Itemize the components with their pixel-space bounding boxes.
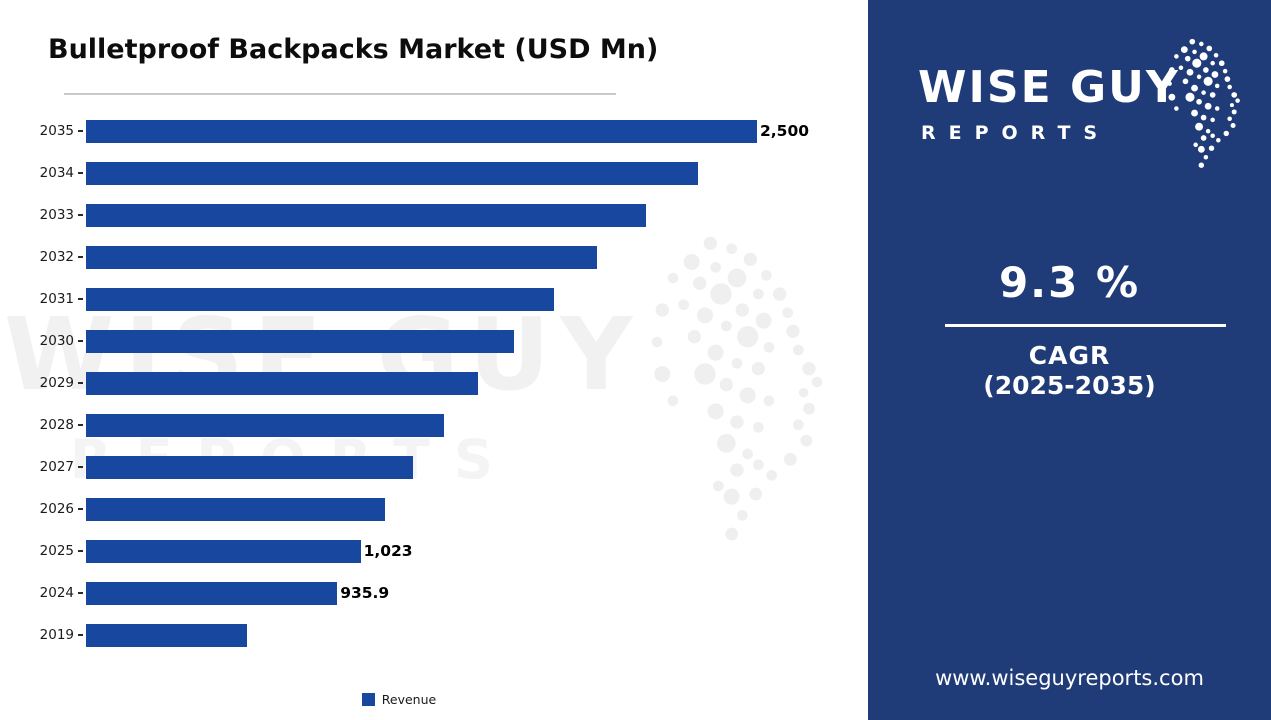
wise-guy-logo-text: WISE GUY xyxy=(918,62,1180,113)
revenue-bar xyxy=(86,161,698,185)
bar-row-2031: 2031 xyxy=(0,278,868,320)
cagr-divider xyxy=(945,324,1226,327)
y-axis-tick-label: 2026 xyxy=(39,501,74,517)
bar-row-2030: 2030 xyxy=(0,320,868,362)
y-axis-tick-mark xyxy=(78,340,83,342)
bar-value-label: 2,500 xyxy=(760,122,810,140)
revenue-bar xyxy=(86,497,386,521)
bar-track xyxy=(86,287,757,311)
bar-value-label: 1,023 xyxy=(363,542,413,560)
cagr-value: 9.3 % xyxy=(998,258,1141,307)
revenue-bar xyxy=(86,455,414,479)
revenue-bar xyxy=(86,329,515,353)
y-axis-tick-label: 2029 xyxy=(39,375,74,391)
y-axis-tick-mark xyxy=(78,550,83,552)
bar-track xyxy=(86,329,757,353)
legend-label: Revenue xyxy=(381,692,437,707)
bar-value-label: 935.9 xyxy=(340,584,390,602)
bar-track xyxy=(86,413,757,437)
y-axis-tick-label: 2033 xyxy=(39,207,74,223)
bar-track xyxy=(86,203,757,227)
legend-swatch xyxy=(361,693,375,706)
cagr-range: (2025-2035) xyxy=(983,371,1156,400)
revenue-bar xyxy=(86,539,361,563)
y-axis-tick-label: 2035 xyxy=(39,123,74,139)
bar-row-2034: 2034 xyxy=(0,152,868,194)
bar-track xyxy=(86,245,757,269)
chart-legend: Revenue xyxy=(0,692,868,707)
bar-track: 1,023 xyxy=(86,539,757,563)
revenue-bar xyxy=(86,413,445,437)
revenue-bar xyxy=(86,623,248,647)
bar-row-2026: 2026 xyxy=(0,488,868,530)
title-underline xyxy=(64,93,616,95)
bar-row-2029: 2029 xyxy=(0,362,868,404)
y-axis-tick-label: 2019 xyxy=(39,627,74,643)
y-axis-tick-mark xyxy=(78,172,83,174)
revenue-bar xyxy=(86,371,478,395)
y-axis-tick-label: 2028 xyxy=(39,417,74,433)
y-axis-tick-label: 2025 xyxy=(39,543,74,559)
y-axis-tick-mark xyxy=(78,256,83,258)
bar-row-2025: 2025 1,023 xyxy=(0,530,868,572)
wise-guy-logo-head-icon xyxy=(1167,38,1240,168)
bar-row-2027: 2027 xyxy=(0,446,868,488)
y-axis-tick-label: 2032 xyxy=(39,249,74,265)
bar-track xyxy=(86,161,757,185)
y-axis-tick-label: 2031 xyxy=(39,291,74,307)
bar-row-2032: 2032 xyxy=(0,236,868,278)
bar-track: 935.9 xyxy=(86,581,757,605)
y-axis-tick-label: 2030 xyxy=(39,333,74,349)
bar-row-2028: 2028 xyxy=(0,404,868,446)
bar-track xyxy=(86,371,757,395)
revenue-bar xyxy=(86,119,757,143)
bar-row-2024: 2024 935.9 xyxy=(0,572,868,614)
y-axis-tick-mark xyxy=(78,424,83,426)
bar-row-2019: 2019 xyxy=(0,614,868,656)
website-url: www.wiseguyreports.com xyxy=(935,666,1204,690)
y-axis-tick-mark xyxy=(78,382,83,384)
y-axis-tick-mark xyxy=(78,592,83,594)
bar-row-2035: 2035 2,500 xyxy=(0,110,868,152)
chart-panel: WISE GUY REPORTS Bulletproof Backpacks M… xyxy=(0,34,868,707)
y-axis-tick-mark xyxy=(78,130,83,132)
bar-row-2033: 2033 xyxy=(0,194,868,236)
y-axis-tick-mark xyxy=(78,214,83,216)
bar-track xyxy=(86,497,757,521)
revenue-bar xyxy=(86,203,646,227)
y-axis-tick-mark xyxy=(78,508,83,510)
bar-track xyxy=(86,455,757,479)
y-axis-tick-mark xyxy=(78,298,83,300)
revenue-bar xyxy=(86,287,555,311)
y-axis-tick-label: 2024 xyxy=(39,585,74,601)
y-axis-tick-label: 2027 xyxy=(39,459,74,475)
bar-chart: 2035 2,500 2034 2033 2032 2031 2030 2029 2028 202… xyxy=(0,110,868,656)
y-axis-tick-mark xyxy=(78,634,83,636)
cagr-label: CAGR xyxy=(1028,341,1111,370)
brand-panel: WISE GUY REPORTS 9.3 % CAGR (2025-2035) … xyxy=(868,0,1271,720)
y-axis-tick-mark xyxy=(78,466,83,468)
y-axis-tick-label: 2034 xyxy=(39,165,74,181)
wise-guy-logo-subtext: REPORTS xyxy=(921,122,1111,144)
revenue-bar xyxy=(86,245,598,269)
revenue-bar xyxy=(86,581,338,605)
bar-track xyxy=(86,623,757,647)
bar-track: 2,500 xyxy=(86,119,809,143)
chart-title: Bulletproof Backpacks Market (USD Mn) xyxy=(48,34,659,65)
